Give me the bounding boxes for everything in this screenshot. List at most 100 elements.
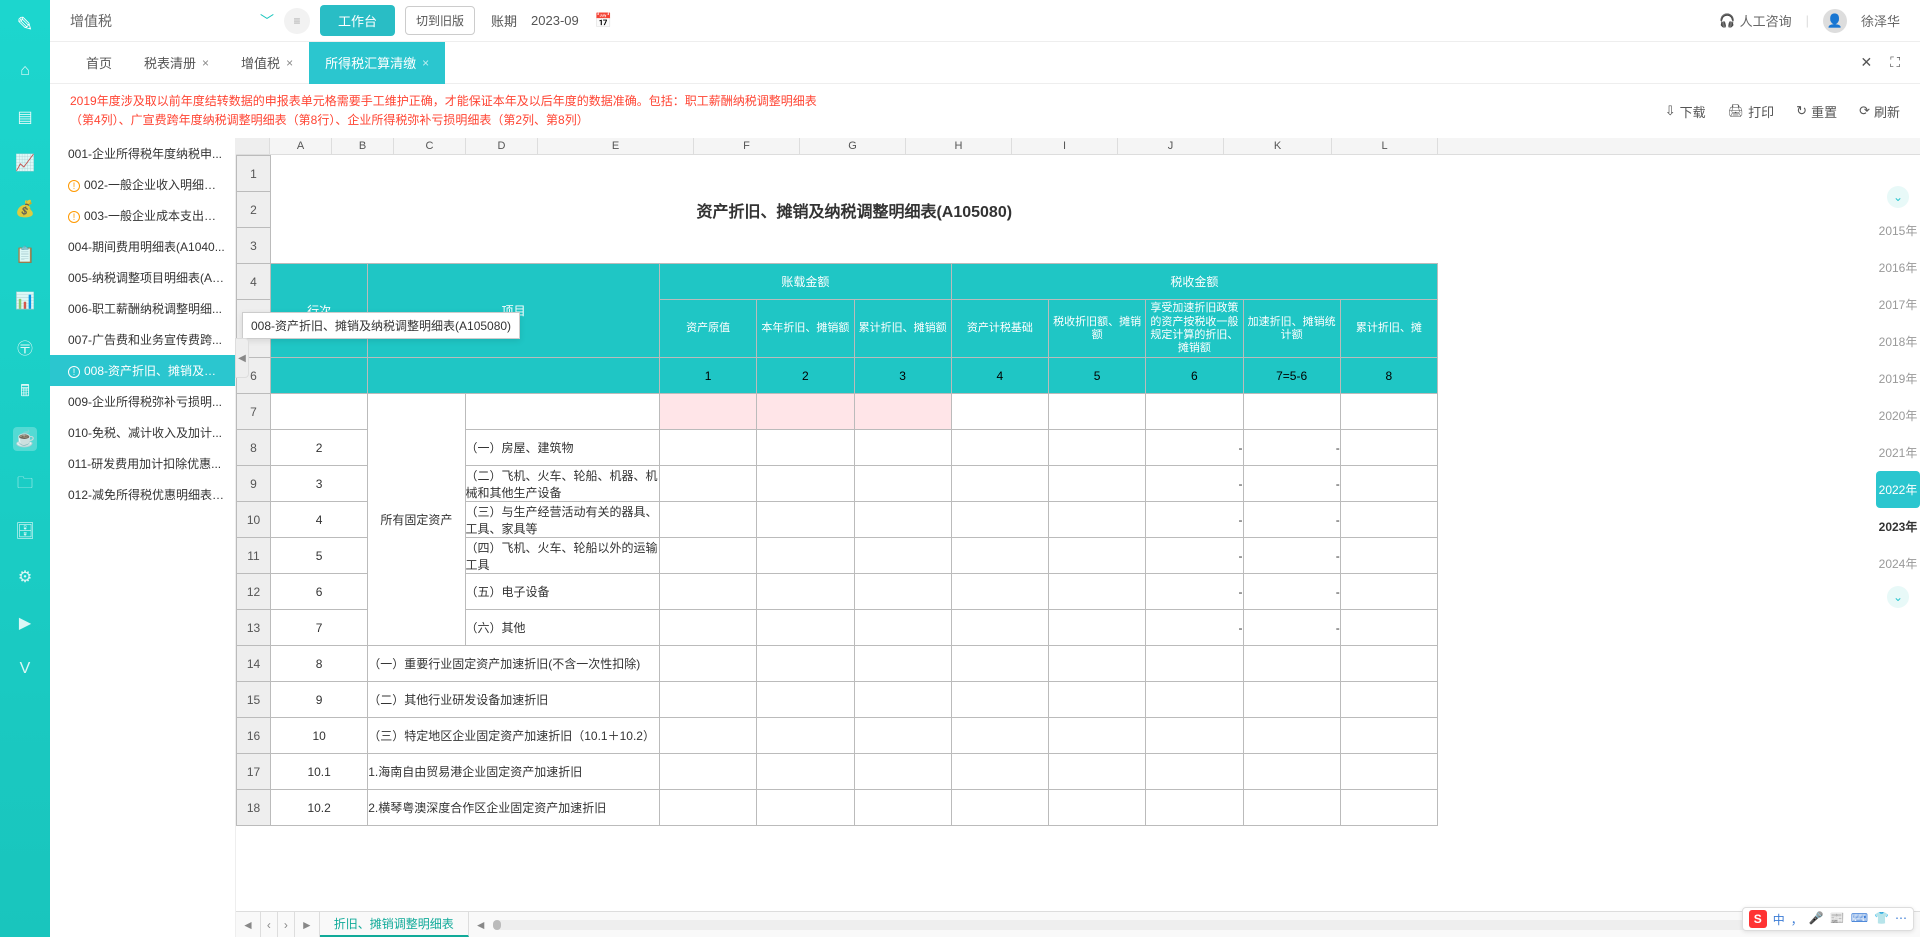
cell-value[interactable] <box>854 718 951 754</box>
tree-item[interactable]: 004-期间费用明细表(A1040... <box>50 231 235 262</box>
sheet-nav-last[interactable]: ► <box>295 912 320 937</box>
cell-value[interactable] <box>951 610 1048 646</box>
cell-value[interactable] <box>660 754 757 790</box>
col-header[interactable]: E <box>538 138 694 154</box>
cell-value[interactable] <box>951 718 1048 754</box>
cell-value[interactable] <box>1049 718 1146 754</box>
cell-value[interactable]: - <box>1243 502 1340 538</box>
gear-icon[interactable]: ⚙ <box>13 565 37 589</box>
year-item[interactable]: 2016年 <box>1876 249 1920 286</box>
cell-value[interactable]: - <box>1243 538 1340 574</box>
chart-icon[interactable]: 📈 <box>13 151 37 175</box>
cell-value[interactable] <box>660 718 757 754</box>
report-icon[interactable]: 📊 <box>13 289 37 313</box>
cell-value[interactable] <box>1049 502 1146 538</box>
cell-value[interactable] <box>854 394 951 430</box>
cell-value[interactable] <box>951 646 1048 682</box>
company-selector[interactable]: 增值税 <box>70 11 250 31</box>
tab-所得税汇算清缴[interactable]: 所得税汇算清缴× <box>309 42 445 84</box>
cell-value[interactable] <box>1340 682 1437 718</box>
cell-value[interactable] <box>854 574 951 610</box>
cell-value[interactable] <box>1049 574 1146 610</box>
doc-icon[interactable]: ▤ <box>13 105 37 129</box>
ime-item[interactable]: 🎤 <box>1809 911 1824 928</box>
cell-value[interactable]: - <box>1146 574 1243 610</box>
tree-item[interactable]: 009-企业所得税弥补亏损明... <box>50 386 235 417</box>
horizontal-scrollbar[interactable]: ◄ ► <box>469 918 1920 932</box>
fullscreen-icon[interactable]: ⛶ <box>1890 54 1900 71</box>
tree-item[interactable]: 001-企业所得税年度纳税申... <box>50 138 235 169</box>
cell-value[interactable] <box>1049 610 1146 646</box>
stamp-icon[interactable]: 〶 <box>13 335 37 359</box>
cell-value[interactable] <box>1146 682 1243 718</box>
year-up-icon[interactable]: ⌄ <box>1887 186 1909 208</box>
tree-item[interactable]: !002-一般企业收入明细表(A1... <box>50 169 235 200</box>
cell-value[interactable] <box>1146 646 1243 682</box>
sheet-nav-next[interactable]: › <box>278 912 295 937</box>
cell-value[interactable] <box>854 754 951 790</box>
cell-value[interactable] <box>1243 682 1340 718</box>
cell-value[interactable] <box>1049 394 1146 430</box>
col-header[interactable]: I <box>1012 138 1118 154</box>
cell-value[interactable] <box>951 574 1048 610</box>
cell-value[interactable] <box>951 538 1048 574</box>
calc-icon[interactable]: 🖩 <box>13 381 37 405</box>
year-item[interactable]: 2023年 <box>1876 508 1920 545</box>
cell-value[interactable] <box>951 502 1048 538</box>
cell-value[interactable] <box>660 502 757 538</box>
col-header[interactable]: F <box>694 138 800 154</box>
cell-value[interactable] <box>854 790 951 826</box>
cell-value[interactable] <box>757 754 854 790</box>
archive-icon[interactable]: 🗄 <box>13 519 37 543</box>
year-item[interactable]: 2019年 <box>1876 360 1920 397</box>
cell-value[interactable] <box>1340 466 1437 502</box>
cell-value[interactable] <box>1049 646 1146 682</box>
cell-value[interactable] <box>660 682 757 718</box>
year-item[interactable]: 2018年 <box>1876 323 1920 360</box>
chevron-down-icon[interactable]: ﹀ <box>260 11 274 31</box>
cell-value[interactable] <box>757 430 854 466</box>
cell-value[interactable] <box>660 466 757 502</box>
tax-icon[interactable]: ☕ <box>13 427 37 451</box>
cell-value[interactable] <box>1146 790 1243 826</box>
cell-value[interactable]: - <box>1243 466 1340 502</box>
cell-value[interactable] <box>757 574 854 610</box>
ime-item[interactable]: 📰 <box>1830 911 1845 928</box>
cell-value[interactable]: - <box>1243 610 1340 646</box>
cell-value[interactable] <box>1243 754 1340 790</box>
tree-item[interactable]: 005-纳税调整项目明细表(A1... <box>50 262 235 293</box>
tree-item[interactable]: !003-一般企业成本支出明细... <box>50 200 235 231</box>
year-item[interactable]: 2015年 <box>1876 212 1920 249</box>
cell-value[interactable] <box>951 466 1048 502</box>
menu-icon[interactable]: ≡ <box>284 8 310 34</box>
cell-value[interactable] <box>660 790 757 826</box>
cell-value[interactable]: - <box>1146 502 1243 538</box>
clipboard-icon[interactable]: 📋 <box>13 243 37 267</box>
cell-value[interactable] <box>1146 718 1243 754</box>
period-value[interactable]: 2023-09 <box>531 13 579 28</box>
year-item[interactable]: 2022年 <box>1876 471 1920 508</box>
cell-value[interactable] <box>660 610 757 646</box>
cell-value[interactable] <box>1340 430 1437 466</box>
cell-value[interactable] <box>757 538 854 574</box>
year-item[interactable]: 2020年 <box>1876 397 1920 434</box>
sheet-tab[interactable]: 折旧、摊销调整明细表 <box>320 912 469 937</box>
cell-value[interactable] <box>1340 754 1437 790</box>
cell-value[interactable] <box>854 646 951 682</box>
tree-item[interactable]: 011-研发费用加计扣除优惠... <box>50 448 235 479</box>
col-header[interactable]: J <box>1118 138 1224 154</box>
cell-value[interactable] <box>1049 466 1146 502</box>
cell-value[interactable] <box>757 394 854 430</box>
tab-增值税[interactable]: 增值税× <box>225 42 309 84</box>
cell-value[interactable] <box>1243 394 1340 430</box>
legacy-button[interactable]: 切到旧版 <box>405 6 475 35</box>
cell-value[interactable] <box>951 394 1048 430</box>
cell-value[interactable] <box>1243 790 1340 826</box>
workbench-button[interactable]: 工作台 <box>320 5 395 36</box>
year-down-icon[interactable]: ⌄ <box>1887 586 1909 608</box>
col-header[interactable]: L <box>1332 138 1438 154</box>
tree-item[interactable]: 012-减免所得税优惠明细表(... <box>50 479 235 510</box>
close-icon[interactable]: × <box>286 56 293 70</box>
tab-税表清册[interactable]: 税表清册× <box>128 42 225 84</box>
cell-value[interactable] <box>1340 610 1437 646</box>
